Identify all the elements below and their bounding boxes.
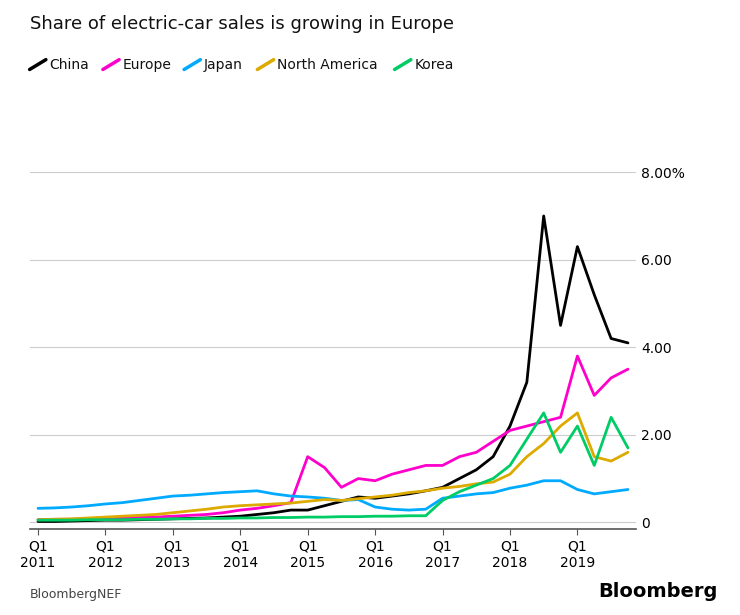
Text: Bloomberg: Bloomberg	[599, 582, 718, 601]
Text: Japan: Japan	[204, 58, 243, 71]
Text: Europe: Europe	[123, 58, 172, 71]
Text: Korea: Korea	[414, 58, 454, 71]
Text: BloombergNEF: BloombergNEF	[30, 589, 122, 601]
Text: Share of electric-car sales is growing in Europe: Share of electric-car sales is growing i…	[30, 15, 454, 33]
Text: North America: North America	[278, 58, 378, 71]
Text: China: China	[50, 58, 90, 71]
